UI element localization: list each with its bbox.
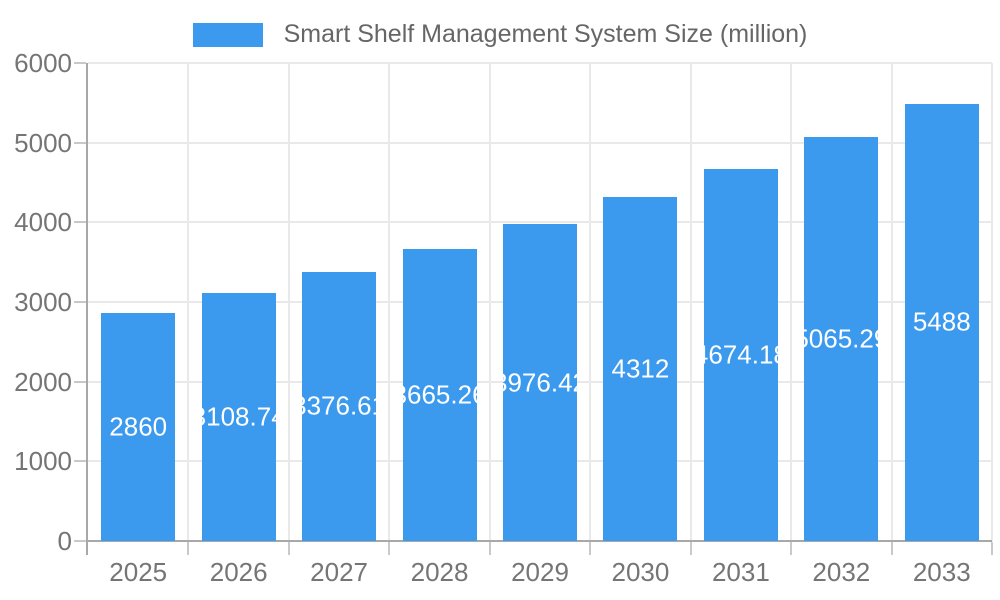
bar-value-label: 3976.42 [503,367,577,398]
x-axis-label: 2027 [310,557,369,587]
x-gridline [689,63,692,541]
bar-2025[interactable]: 2860 [101,313,176,541]
x-axis-label: 2028 [410,557,469,587]
x-gridline [589,63,592,541]
x-tick-mark [388,542,391,555]
y-tick-mark [74,221,86,224]
x-axis-label: 2026 [209,557,268,587]
x-axis-label: 2031 [711,557,770,587]
y-tick-mark [74,380,86,383]
y-axis-label: 4000 [14,207,72,238]
x-axis-label: 2030 [611,557,670,587]
bar-2026[interactable]: 3108.74 [201,293,276,541]
bar-value-label: 5488 [912,306,971,337]
y-axis-label: 0 [57,526,72,556]
bar-value-label: 3108.74 [202,401,276,432]
y-tick-mark [74,301,86,303]
x-tick-mark [287,542,290,555]
bar-2030[interactable]: 4312 [603,197,678,541]
bar-2033[interactable]: 5488 [904,103,979,541]
y-axis-label: 5000 [14,127,72,158]
y-gridline [88,221,992,224]
bar-value-label: 2860 [109,411,168,442]
x-gridline [890,63,893,541]
legend-label: Smart Shelf Management System Size (mill… [283,20,808,48]
x-tick-mark [589,542,592,555]
x-gridline [790,63,793,541]
x-axis-label: 2033 [912,557,971,587]
x-axis-label: 2032 [812,557,871,587]
legend[interactable]: Smart Shelf Management System Size (mill… [0,20,1000,49]
x-axis-label: 2025 [109,557,168,587]
y-axis-line [86,63,88,555]
x-tick-mark [991,542,993,555]
y-tick-mark [74,62,86,64]
y-tick-mark [74,540,86,542]
x-tick-mark [689,542,692,555]
x-gridline [287,63,290,541]
bar-2028[interactable]: 3665.26 [402,249,477,541]
x-axis-label: 2029 [511,557,569,587]
y-axis-label: 1000 [14,446,72,477]
x-axis-line [86,540,992,542]
bar-2032[interactable]: 5065.29 [804,137,879,541]
y-axis-label: 6000 [14,48,72,78]
y-gridline [88,62,992,64]
x-tick-mark [187,542,190,555]
x-tick-mark [488,542,491,555]
y-tick-mark [74,141,86,144]
bar-2027[interactable]: 3376.61 [302,271,377,541]
x-tick-mark [890,542,893,555]
y-tick-mark [74,460,86,463]
x-gridline [388,63,391,541]
y-gridline [88,141,992,144]
bar-value-label: 4312 [611,353,670,384]
x-tick-mark [790,542,793,555]
bar-value-label: 5065.29 [804,323,878,354]
bar-2031[interactable]: 4674.18 [703,168,778,541]
bar-value-label: 4674.18 [704,339,778,370]
x-gridline [187,63,190,541]
x-gridline [991,63,993,541]
bar-2029[interactable]: 3976.42 [503,224,577,541]
legend-swatch-icon [192,22,263,47]
bar-value-label: 3376.61 [302,390,376,421]
bar-value-label: 3665.26 [403,379,477,410]
y-axis-label: 2000 [14,366,72,397]
y-axis-label: 3000 [14,287,72,317]
x-gridline [488,63,491,541]
